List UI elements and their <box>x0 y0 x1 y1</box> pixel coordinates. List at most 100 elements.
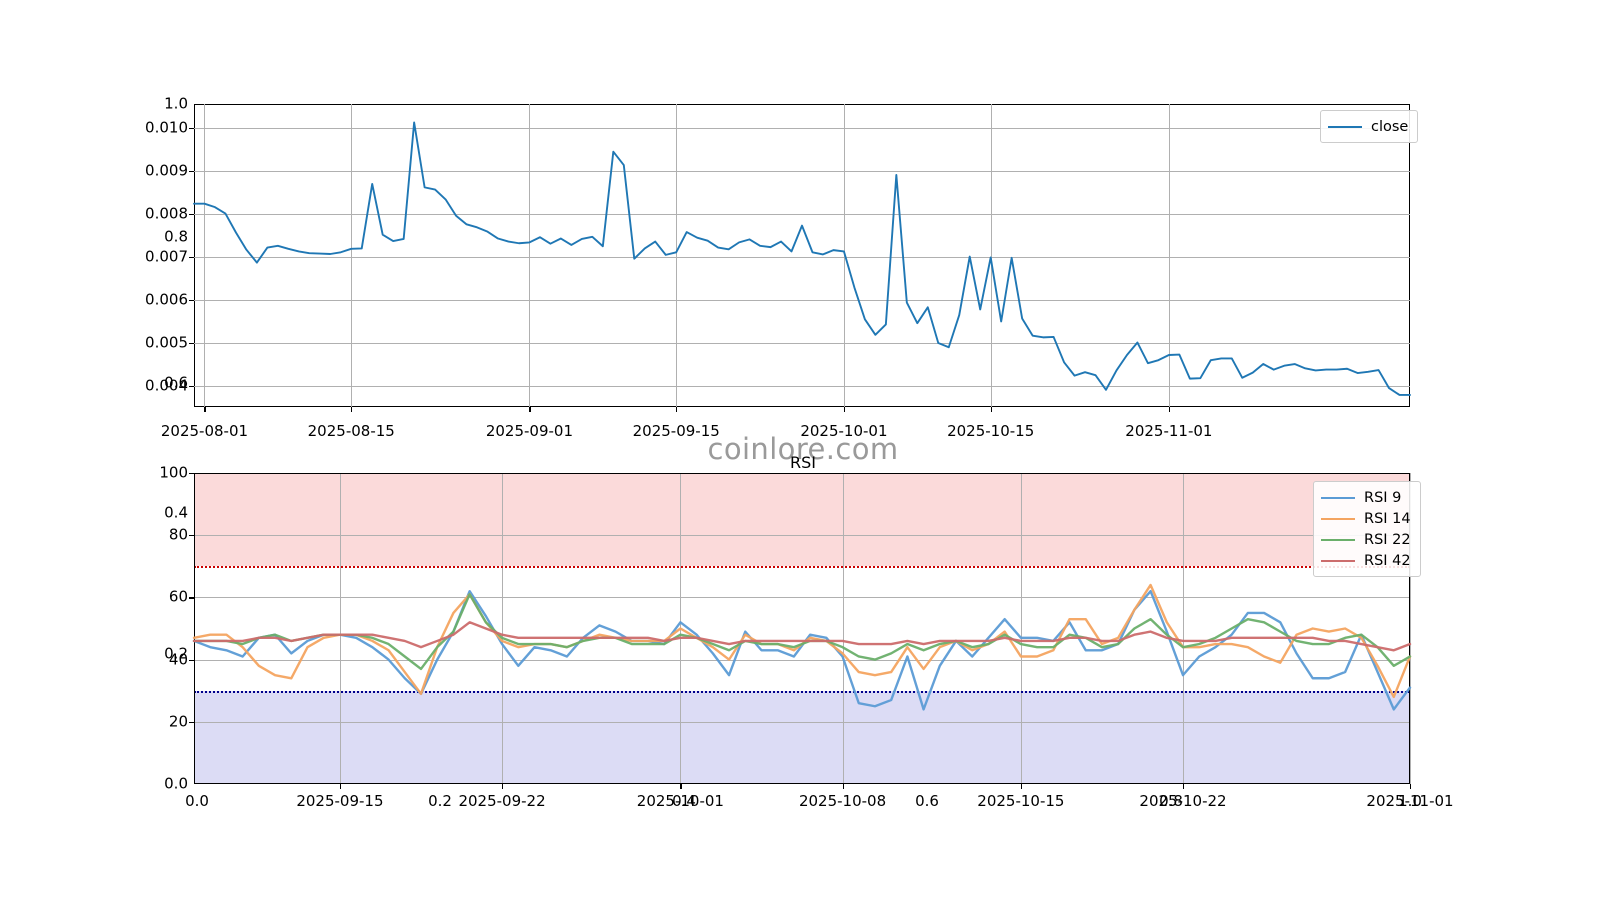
rsi-legend-item[interactable]: RSI 14 <box>1321 508 1411 529</box>
price-y-tickmark <box>189 256 194 258</box>
rsi-x-tickmark <box>680 784 682 789</box>
watermark: coinlore.com <box>707 432 899 466</box>
price-y-overlay-label: 0.6 <box>164 373 188 392</box>
rsi-y-tick-label: 100 <box>159 463 188 482</box>
rsi-y-tick-label: 20 <box>168 712 188 731</box>
rsi-x-tick-label: 2025-11-01 <box>1366 792 1454 810</box>
price-x-tick-label: 2025-10-01 <box>800 422 888 440</box>
rsi-gridline-h <box>194 597 1410 599</box>
price-legend-item[interactable]: close <box>1328 116 1408 137</box>
rsi-y-tick-label: 60 <box>168 587 188 606</box>
price-gridline-v <box>529 104 531 407</box>
rsi-y-tickmark <box>189 597 194 599</box>
price-y-tick-label: 0.008 <box>145 204 188 223</box>
price-gridline-h <box>194 299 1410 301</box>
rsi-x-tick-label: 2025-09-15 <box>296 792 384 810</box>
price-gridline-h <box>194 385 1410 387</box>
price-y-tickmark <box>189 342 194 344</box>
rsi-x-tickmark <box>842 784 844 789</box>
rsi-overbought-zone <box>194 473 1410 567</box>
rsi-y-tickmark <box>189 535 194 537</box>
price-x-tickmark <box>990 407 992 412</box>
price-y-tick-label: 0.005 <box>145 333 188 352</box>
rsi-x-tickmark <box>1020 784 1023 789</box>
rsi-legend[interactable]: RSI 9 RSI 14 RSI 22 RSI 42 <box>1313 481 1421 577</box>
rsi-overbought-line <box>194 566 1410 569</box>
rsi-legend-item[interactable]: RSI 42 <box>1321 550 1411 571</box>
price-legend[interactable]: close <box>1320 110 1419 143</box>
price-y-tickmark <box>189 127 194 129</box>
rsi-gridline-h <box>194 721 1410 723</box>
price-gridline-v <box>351 104 353 407</box>
price-chart-panel <box>189 104 1411 412</box>
close-line-swatch-icon <box>1328 125 1362 128</box>
price-gridline-h <box>194 127 1410 129</box>
price-y-overlay-label: 0.8 <box>164 227 188 246</box>
rsi-y-tick-label: 40 <box>168 650 188 669</box>
price-x-tick-label: 2025-08-15 <box>307 422 395 440</box>
rsi-x-overlay-label: 1.0 <box>1398 792 1422 810</box>
price-gridline-h <box>194 256 1410 258</box>
rsi-gridline-v <box>339 473 341 784</box>
price-y-overlay-label: 1.0 <box>164 94 188 113</box>
rsi-y-tickmark <box>189 721 194 723</box>
rsi-legend-label: RSI 22 <box>1364 531 1411 548</box>
rsi-y-tickmark <box>189 473 194 475</box>
rsi-x-overlay-label: 0.4 <box>672 792 696 810</box>
price-x-tickmark <box>676 407 678 412</box>
rsi-x-tick-label: 2025-09-22 <box>458 792 546 810</box>
rsi-x-overlay-label: 0.6 <box>915 792 939 810</box>
rsi-x-tickmark <box>502 784 504 789</box>
rsi-42-line-swatch-icon <box>1321 559 1355 562</box>
rsi-y-overlay-label: 0.2 <box>164 644 188 663</box>
rsi-gridline-v <box>1410 473 1411 784</box>
price-gridline-v <box>676 104 678 407</box>
rsi-oversold-zone <box>194 690 1410 784</box>
rsi-y-tickmark <box>189 659 194 661</box>
rsi-oversold-line <box>194 690 1410 693</box>
price-gridline-h <box>194 213 1410 215</box>
rsi-gridline-h <box>194 535 1410 537</box>
rsi-x-tick-label: 2025-10-01 <box>636 792 724 810</box>
rsi-x-tick-label: 2025-10-22 <box>1139 792 1227 810</box>
rsi-y-overlay-label: 0.0 <box>164 774 188 793</box>
rsi-x-tick-label: 2025-10-15 <box>977 792 1065 810</box>
price-x-tickmark <box>843 407 846 412</box>
price-legend-label: close <box>1371 118 1409 135</box>
rsi-legend-item[interactable]: RSI 22 <box>1321 529 1411 550</box>
price-gridline-v <box>990 104 992 407</box>
price-x-tickmark <box>351 407 353 412</box>
rsi-gridline-v <box>502 473 504 784</box>
price-x-tickmark <box>1168 407 1171 412</box>
rsi-gridline-v <box>1183 473 1184 784</box>
rsi-x-tickmark <box>339 784 342 789</box>
rsi-legend-label: RSI 14 <box>1364 510 1411 527</box>
rsi-y-tick-label: 80 <box>168 525 188 544</box>
rsi-legend-label: RSI 9 <box>1364 489 1402 506</box>
price-y-tick-label: 0.010 <box>145 118 188 137</box>
price-x-tick-label: 2025-10-15 <box>947 422 1035 440</box>
rsi-legend-item[interactable]: RSI 9 <box>1321 487 1411 508</box>
rsi-9-line-swatch-icon <box>1321 496 1355 499</box>
rsi-chart-title: RSI <box>790 453 816 472</box>
rsi-14-line-swatch-icon <box>1321 517 1355 520</box>
rsi-gridline-h <box>194 659 1410 661</box>
rsi-chart-panel <box>189 473 1412 789</box>
rsi-x-overlay-label: 0.2 <box>428 792 452 810</box>
rsi-gridline-v <box>842 473 844 784</box>
price-y-tick-label: 0.007 <box>145 247 188 266</box>
price-x-tick-label: 2025-09-15 <box>632 422 720 440</box>
price-gridline-v <box>1168 104 1170 407</box>
price-x-tick-label: 2025-09-01 <box>485 422 574 440</box>
rsi-x-tickmark <box>1410 784 1412 789</box>
price-x-tickmark <box>204 407 206 412</box>
rsi-series-group <box>192 583 1412 711</box>
rsi-legend-label: RSI 42 <box>1364 552 1411 569</box>
rsi-y-overlay-label: 0.4 <box>164 503 188 522</box>
price-y-tick-label: 0.006 <box>145 290 188 309</box>
price-series-close <box>193 121 1411 396</box>
price-gridline-h <box>194 170 1410 172</box>
price-y-tickmark <box>189 170 194 172</box>
rsi-x-tick-label: 2025-10-08 <box>798 792 887 810</box>
